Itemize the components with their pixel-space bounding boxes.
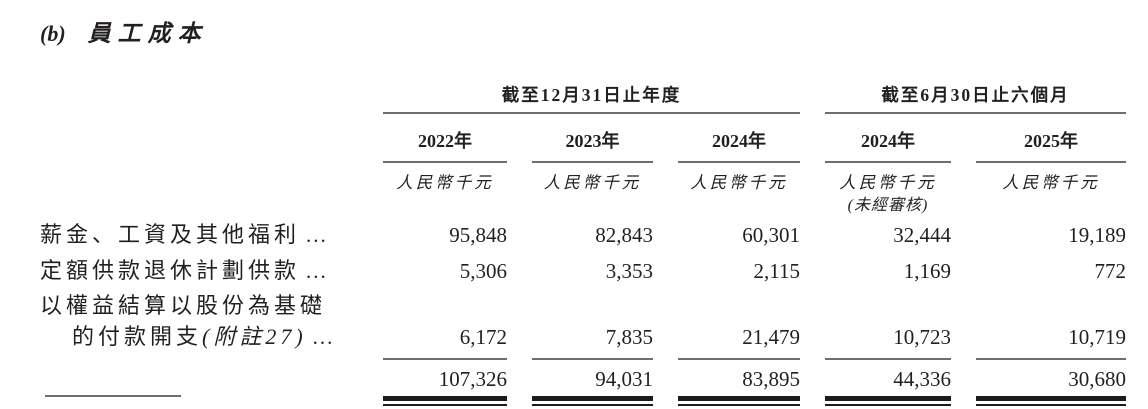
double-rule bbox=[678, 396, 800, 406]
year-header-2024: 2024年 bbox=[678, 114, 800, 163]
table-row-retirement: 定額供款退休計劃供款... 5,306 3,353 2,115 1,169 77… bbox=[40, 253, 1148, 289]
value-2025: 10,719 bbox=[976, 324, 1126, 360]
unit-label: 人民幣千元 bbox=[543, 173, 642, 192]
double-rule bbox=[532, 396, 653, 406]
dot-leader: ... bbox=[312, 325, 335, 349]
double-rule bbox=[825, 396, 951, 406]
year-header-2023: 2023年 bbox=[532, 114, 653, 163]
row-label-text: 的付款開支 bbox=[72, 324, 203, 349]
unit-cell: 人民幣千元 bbox=[976, 163, 1126, 217]
unit-cell: 人民幣千元 bbox=[678, 163, 800, 217]
value-2025: 19,189 bbox=[1068, 223, 1126, 247]
unit-note bbox=[976, 195, 1126, 217]
value-2024: 21,479 bbox=[678, 324, 800, 360]
column-group-header-row: 截至12月31日止年度 截至6月30日止六個月 bbox=[40, 82, 1148, 114]
value-2024: 2,115 bbox=[753, 259, 800, 283]
year-header-row: 2022年 2023年 2024年 2024年 2025年 bbox=[40, 114, 1148, 163]
value-2024-interim: 10,723 bbox=[825, 324, 951, 360]
total-2022: 107,326 bbox=[438, 367, 507, 391]
unit-note bbox=[678, 195, 800, 217]
table-row-salaries: 薪金、工資及其他福利... 95,848 82,843 60,301 32,44… bbox=[40, 217, 1148, 253]
group-header-year-ended-dec31: 截至12月31日止年度 bbox=[383, 82, 800, 114]
value-2025: 772 bbox=[1094, 259, 1127, 283]
row-label-text: 薪金、工資及其他福利 bbox=[40, 222, 301, 247]
section-marker: (b) bbox=[40, 21, 66, 46]
row-label: 的付款開支(附註27)... bbox=[40, 323, 358, 360]
footnote-separator-rule bbox=[45, 395, 181, 397]
group-header-six-months-jun30: 截至6月30日止六個月 bbox=[825, 82, 1126, 114]
unit-row: 人民幣千元 人民幣千元 人民幣千元 人民幣千元 (未經審核) 人民幣千元 bbox=[40, 163, 1148, 217]
employee-cost-table: 截至12月31日止年度 截至6月30日止六個月 2022年 2023年 2024… bbox=[0, 82, 1148, 406]
totals-row: 107,326 94,031 83,895 44,336 30,680 bbox=[40, 360, 1148, 393]
row-label-text: 定額供款退休計劃供款 bbox=[40, 258, 301, 283]
value-2023: 82,843 bbox=[595, 223, 653, 247]
unit-note bbox=[532, 195, 653, 217]
unit-label: 人民幣千元 bbox=[839, 173, 937, 192]
table-row-share-based-line2: 的付款開支(附註27)... 6,172 7,835 21,479 10,723… bbox=[40, 323, 1148, 360]
note-reference: (附註27) bbox=[202, 324, 307, 349]
total-2024-interim: 44,336 bbox=[893, 367, 951, 391]
unit-cell: 人民幣千元 (未經審核) bbox=[825, 163, 951, 217]
section-heading: (b) 員工成本 bbox=[0, 14, 1148, 48]
double-rule-row bbox=[40, 393, 1148, 406]
value-2022: 95,848 bbox=[449, 223, 507, 247]
dot-leader: ... bbox=[306, 259, 328, 283]
value-2023: 3,353 bbox=[605, 259, 653, 283]
double-rule bbox=[383, 396, 507, 406]
total-2023: 94,031 bbox=[595, 367, 653, 391]
row-label: 定額供款退休計劃供款... bbox=[40, 253, 358, 289]
row-label: 以權益結算以股份為基礎 bbox=[40, 293, 327, 318]
year-header-2024-interim: 2024年 bbox=[825, 114, 951, 163]
value-2023: 7,835 bbox=[532, 324, 653, 360]
value-2022: 6,172 bbox=[383, 324, 507, 360]
dot-leader: ... bbox=[306, 223, 328, 247]
value-2022: 5,306 bbox=[459, 259, 507, 283]
double-rule bbox=[976, 396, 1126, 406]
unit-note bbox=[383, 195, 507, 217]
value-2024-interim: 1,169 bbox=[903, 259, 951, 283]
unit-label: 人民幣千元 bbox=[1002, 173, 1100, 192]
unit-cell: 人民幣千元 bbox=[532, 163, 653, 217]
unit-label: 人民幣千元 bbox=[396, 173, 494, 192]
value-2024-interim: 32,444 bbox=[893, 223, 951, 247]
unit-cell: 人民幣千元 bbox=[383, 163, 507, 217]
total-2025: 30,680 bbox=[1068, 367, 1126, 391]
table-row-share-based-line1: 以權益結算以股份為基礎 bbox=[40, 289, 1148, 323]
section-title: 員工成本 bbox=[87, 21, 208, 46]
value-2024: 60,301 bbox=[742, 223, 800, 247]
unaudited-note: (未經審核) bbox=[847, 197, 929, 214]
year-header-2025: 2025年 bbox=[976, 114, 1126, 163]
year-header-2022: 2022年 bbox=[383, 114, 507, 163]
unit-label: 人民幣千元 bbox=[690, 173, 788, 192]
row-label: 薪金、工資及其他福利... bbox=[40, 217, 358, 253]
total-2024: 83,895 bbox=[742, 367, 800, 391]
